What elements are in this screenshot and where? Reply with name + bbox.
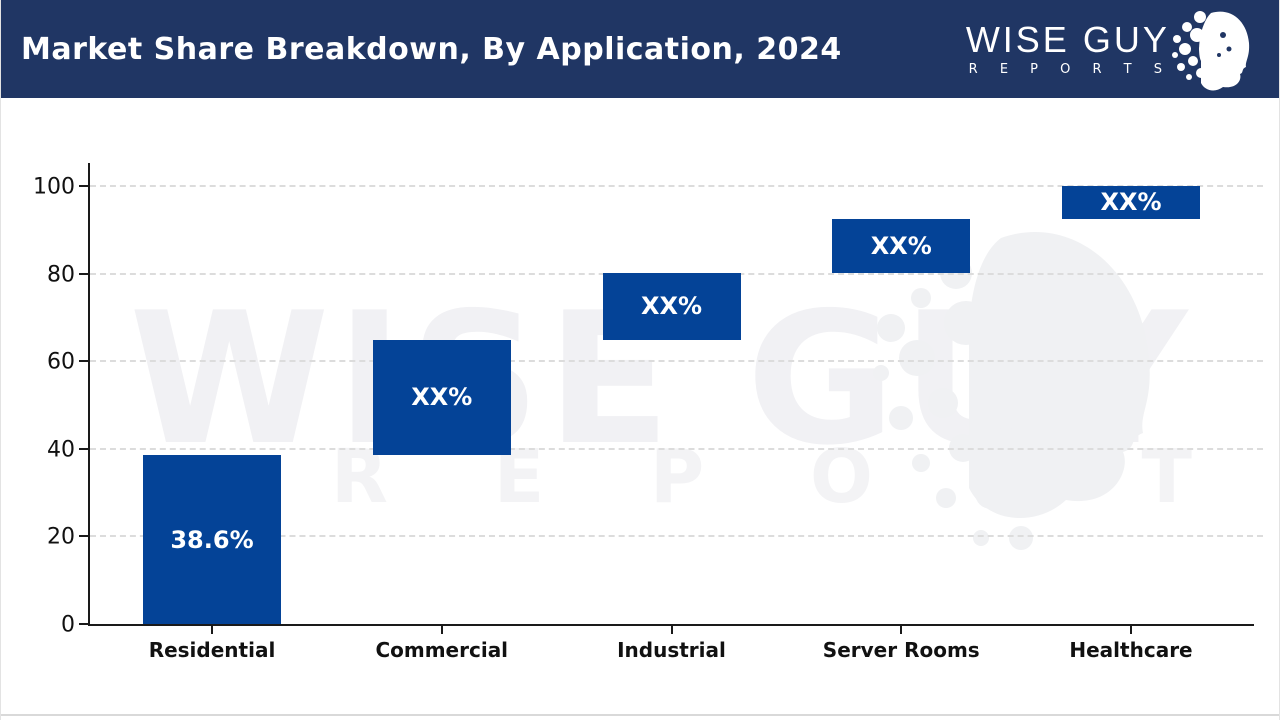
bar-commercial: XX% xyxy=(372,339,511,456)
x-tick-mark xyxy=(900,626,903,634)
logo-subtitle: R E P O R T S xyxy=(968,62,1171,77)
x-tick-mark xyxy=(1130,626,1132,634)
x-axis-spine xyxy=(88,624,1254,626)
logo-wordmark: WISE GUY xyxy=(965,19,1170,60)
y-tick-label-80: 80 xyxy=(47,262,75,288)
x-tick-mark xyxy=(211,626,213,634)
header: Market Share Breakdown, By Application, … xyxy=(1,0,1279,98)
y-axis-spine xyxy=(88,163,90,625)
x-tick-mark xyxy=(440,626,443,634)
gridline-20 xyxy=(90,535,1263,538)
x-category-label-healthcare: Healthcare xyxy=(1069,638,1193,662)
y-tick-mark-20 xyxy=(79,535,88,538)
y-tick-label-0: 0 xyxy=(61,612,75,638)
bar-value-label: XX% xyxy=(870,231,932,260)
wiseguy-logo: WISE GUY R E P O R T S xyxy=(965,5,1253,93)
bar-residential: 38.6% xyxy=(143,455,281,624)
x-category-label-industrial: Industrial xyxy=(617,638,726,662)
y-tick-mark-80 xyxy=(79,272,88,275)
bar-server-rooms: XX% xyxy=(832,218,971,273)
bar-healthcare: XX% xyxy=(1062,186,1200,219)
bar-value-label: XX% xyxy=(640,292,703,321)
page-title: Market Share Breakdown, By Application, … xyxy=(21,31,842,67)
y-tick-label-20: 20 xyxy=(47,524,75,550)
gridline-100 xyxy=(90,185,1263,188)
gridline-60 xyxy=(90,360,1263,363)
y-tick-mark-0 xyxy=(79,623,88,625)
y-tick-label-40: 40 xyxy=(47,437,75,463)
y-tick-label-100: 100 xyxy=(33,174,75,200)
wiseguy-logo-text: WISE GUY R E P O R T S xyxy=(965,19,1171,77)
bar-value-label: XX% xyxy=(411,383,473,412)
y-tick-label-60: 60 xyxy=(47,349,75,375)
logo-head-icon xyxy=(1172,11,1250,91)
x-tick-mark xyxy=(670,626,673,634)
gridline-40 xyxy=(90,447,1263,450)
bar-industrial: XX% xyxy=(602,272,741,340)
y-tick-mark-60 xyxy=(79,360,88,363)
x-category-label-commercial: Commercial xyxy=(375,638,509,662)
bar-value-label: 38.6% xyxy=(170,525,254,554)
x-category-label-residential: Residential xyxy=(148,638,276,662)
y-tick-mark-100 xyxy=(79,185,88,188)
y-tick-mark-40 xyxy=(79,447,88,450)
x-category-label-server-rooms: Server Rooms xyxy=(822,638,980,662)
bar-value-label: XX% xyxy=(1100,188,1162,217)
